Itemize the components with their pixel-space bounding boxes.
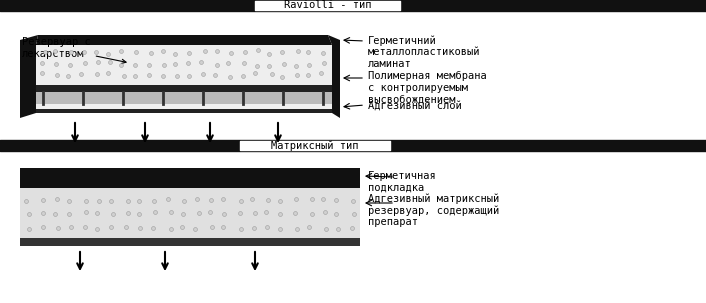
Polygon shape xyxy=(36,92,332,104)
Text: Герметичная
подкладка: Герметичная подкладка xyxy=(368,171,437,193)
Polygon shape xyxy=(36,104,332,109)
Text: Полимерная мембрана
с контролируемым
высвобождением: Полимерная мембрана с контролируемым выс… xyxy=(368,71,486,104)
Text: Адгезивный матриксный
резервуар, содержащий
препарат: Адгезивный матриксный резервуар, содержа… xyxy=(368,193,499,227)
Polygon shape xyxy=(36,45,332,85)
Bar xyxy=(20,238,360,246)
Polygon shape xyxy=(20,35,38,118)
Polygon shape xyxy=(328,35,340,118)
Polygon shape xyxy=(36,35,332,45)
Text: Матриксный тип: Матриксный тип xyxy=(271,140,359,151)
Bar xyxy=(20,188,360,238)
Polygon shape xyxy=(36,85,332,92)
Text: Герметичний
металлопластиковый
ламинат: Герметичний металлопластиковый ламинат xyxy=(368,35,481,69)
Text: Raviolli - тип: Raviolli - тип xyxy=(284,1,371,11)
Text: Адгезивный слой: Адгезивный слой xyxy=(368,101,462,111)
Text: Резервуар с
лекарством: Резервуар с лекарством xyxy=(22,37,126,63)
Bar xyxy=(20,168,360,188)
Polygon shape xyxy=(36,109,332,113)
